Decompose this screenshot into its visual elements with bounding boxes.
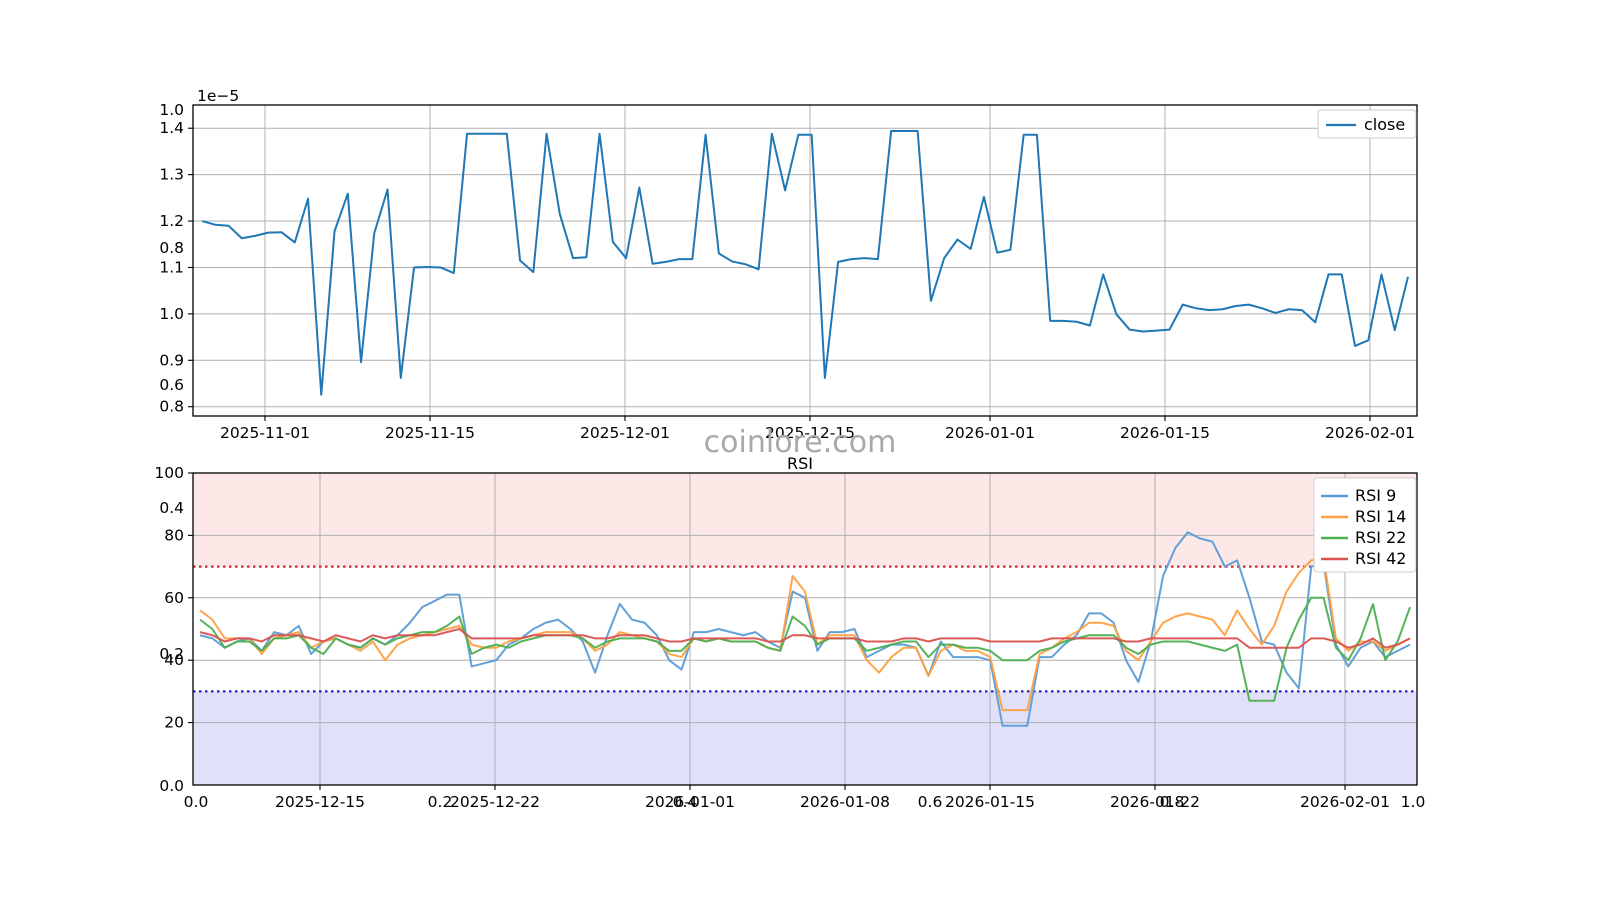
rsi-axes-frame (192, 472, 1418, 786)
rsi-overlay-xtick-label: 0.6 (918, 793, 943, 811)
price-overlay-ytick-label: 1.0 (159, 101, 184, 119)
rsi-xtick-label: 2026-01-01 (645, 793, 735, 811)
price-ytick-label: 0.8 (159, 398, 184, 416)
rsi-legend-label-rsi-9: RSI 9 (1355, 486, 1396, 505)
price-xtick-label: 2026-02-01 (1325, 424, 1415, 442)
rsi-overlay-ytick-label: 0.0 (159, 777, 184, 795)
rsi-legend-label-rsi-14: RSI 14 (1355, 507, 1406, 526)
rsi-series-rsi-14 (199, 556, 1411, 712)
price-xtick-label: 2025-12-15 (765, 424, 855, 442)
rsi-ytick-label: 20 (164, 714, 184, 732)
rsi-overlay-xtick-label: 0.4 (673, 793, 698, 811)
rsi-series-rsi-42 (199, 628, 1411, 649)
price-xtick-label: 2026-01-15 (1120, 424, 1210, 442)
price-series-close (201, 129, 1409, 396)
rsi-xtick-label: 2026-01-22 (1110, 793, 1200, 811)
rsi-series-rsi-9 (199, 531, 1411, 727)
rsi-ytick-label: 100 (154, 464, 184, 482)
rsi-overlay-ytick-label: 0.4 (159, 499, 184, 517)
price-ytick-label: 0.9 (159, 351, 184, 369)
price-yaxis-offset-label: 1e−5 (197, 87, 239, 105)
rsi-xtick-label: 2026-02-01 (1300, 793, 1390, 811)
price-ytick-label: 1.0 (159, 305, 184, 323)
rsi-overlay-xtick-label: 1.0 (1401, 793, 1426, 811)
price-xtick-label: 2026-01-01 (945, 424, 1035, 442)
price-legend-box (1317, 109, 1417, 139)
price-plot-background (193, 105, 1417, 416)
price-ytick-label: 1.2 (159, 212, 184, 230)
rsi-panel-title: RSI (787, 454, 813, 473)
rsi-legend-label-rsi-42: RSI 42 (1355, 549, 1406, 568)
price-xtick-label: 2025-11-01 (220, 424, 310, 442)
rsi-legend-box (1313, 477, 1417, 573)
rsi-band-oversold (193, 691, 1417, 785)
price-overlay-ytick-label: 0.8 (159, 239, 184, 257)
rsi-overlay-xtick-label: 0.0 (184, 793, 209, 811)
rsi-ytick-label: 80 (164, 526, 184, 544)
price-legend-label-close: close (1364, 115, 1405, 134)
rsi-series-rsi-22 (199, 596, 1411, 702)
rsi-xtick-label: 2026-01-15 (945, 793, 1035, 811)
watermark-coinlore: coinlore.com (704, 425, 897, 460)
rsi-overlay-ytick-label: 0.2 (159, 645, 184, 663)
price-ytick-label: 1.3 (159, 166, 184, 184)
rsi-overlay-xtick-label: 0.2 (428, 793, 453, 811)
rsi-xtick-label: 2026-01-08 (800, 793, 890, 811)
price-overlay-ytick-label: 0.6 (159, 376, 184, 394)
price-ytick-label: 1.1 (159, 258, 184, 276)
rsi-xtick-label: 2025-12-15 (275, 793, 365, 811)
price-xtick-label: 2025-11-15 (385, 424, 475, 442)
rsi-xtick-label: 2025-12-22 (450, 793, 540, 811)
rsi-legend-label-rsi-22: RSI 22 (1355, 528, 1406, 547)
price-xtick-label: 2025-12-01 (580, 424, 670, 442)
price-axes-frame (192, 104, 1418, 417)
price-ytick-label: 1.4 (159, 119, 184, 137)
rsi-band-overbought (193, 473, 1417, 567)
rsi-overlay-xtick-label: 0.8 (1160, 793, 1185, 811)
rsi-ytick-label: 40 (164, 651, 184, 669)
rsi-ytick-label: 60 (164, 589, 184, 607)
